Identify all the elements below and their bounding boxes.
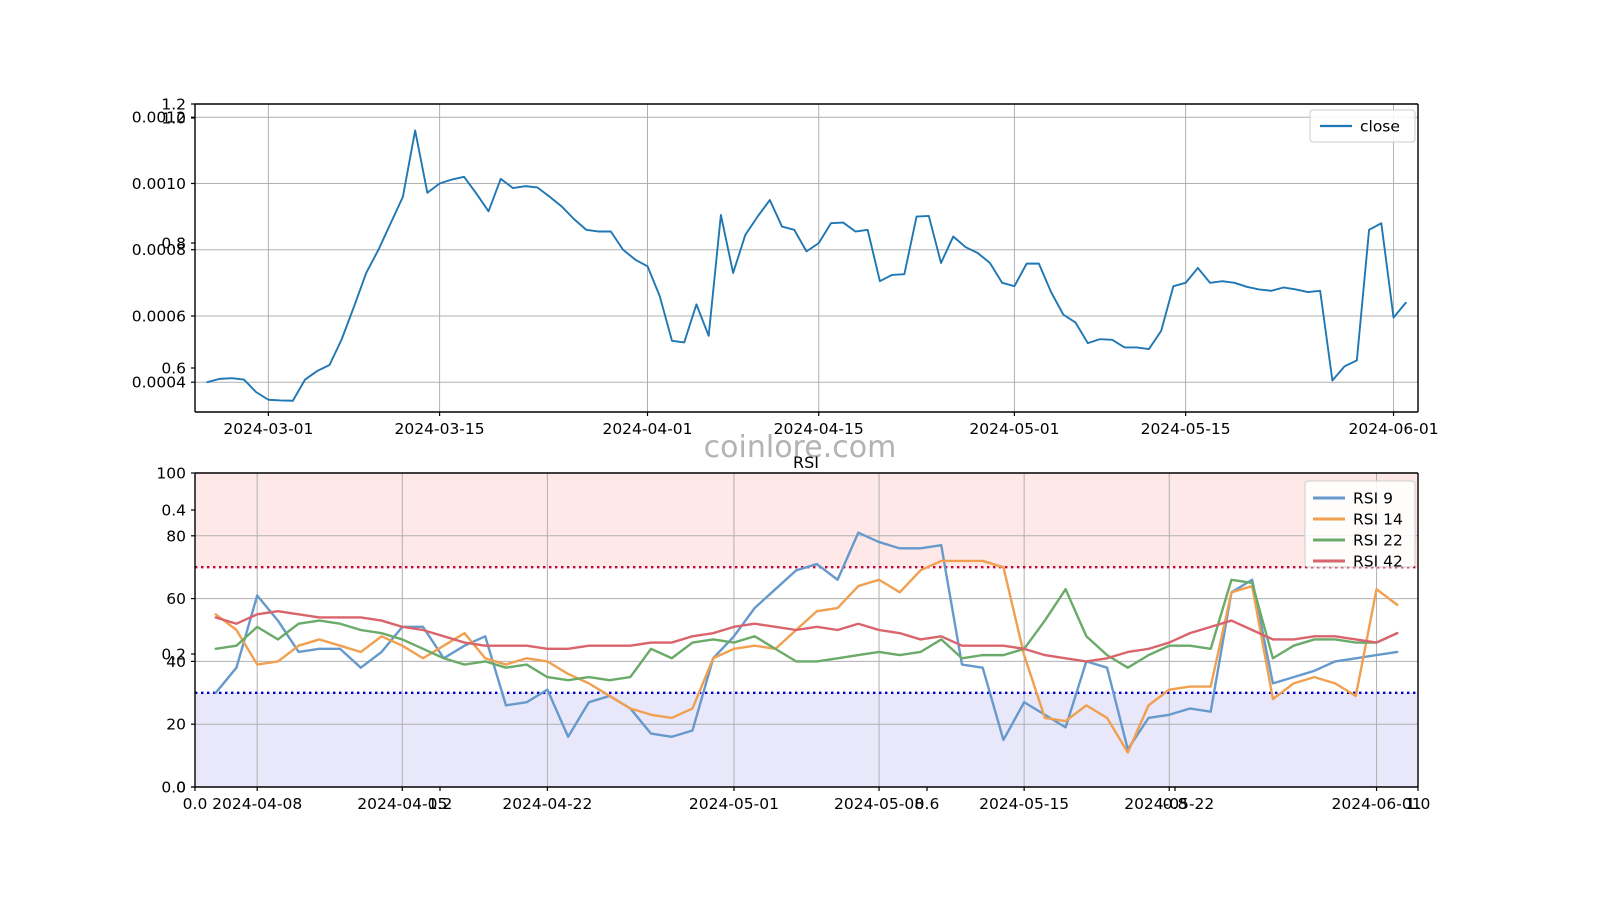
rsi-x-tick-label: 2024-05-08 (834, 795, 924, 813)
watermark-text: coinlore.com (704, 430, 897, 465)
price-x-tick-label: 2024-04-01 (602, 420, 692, 438)
rsi-x-tick-label: 2024-05-01 (689, 795, 779, 813)
rsi-series-rsi-22 (214, 578, 1399, 682)
price-x-tick-label: 2024-05-15 (1141, 420, 1231, 438)
rsi-x-tick-label: 2024-06-01 (1331, 795, 1421, 813)
rsi-x-alt-tick-label: 0.2 (428, 795, 453, 813)
rsi-x-tick-label: 2024-04-08 (212, 795, 302, 813)
rsi-x-alt-tick-label: 0.8 (1163, 795, 1188, 813)
rsi-y-tick-label: 60 (166, 590, 186, 608)
rsi-series-rsi-14 (214, 559, 1399, 754)
rsi-series-rsi-9 (214, 531, 1399, 751)
price-x-tick-label: 2024-05-01 (969, 420, 1059, 438)
price-y-tick-label: 0.0006 (132, 307, 186, 325)
rsi-legend-label: RSI 14 (1353, 511, 1403, 529)
rsi-y-alt-tick-label: 0.2 (161, 646, 186, 664)
rsi-legend-box (1304, 480, 1416, 568)
price-y-alt-tick-label: 1.2 (161, 96, 186, 114)
rsi-legend[interactable]: RSI 9 RSI 14 RSI 22 RSI 42 (1304, 480, 1416, 571)
price-y-alt-tick-label: 0.8 (161, 235, 186, 253)
rsi-y-tick-label: 100 (156, 465, 186, 483)
rsi-overbought-band (195, 473, 1418, 568)
price-y-tick-label: 0.0010 (132, 175, 186, 193)
price-panel: 0.0004 0.0006 0.0008 0.0010 0.0012 0.6 0.8 1.01… (132, 96, 1439, 439)
rsi-legend-label: RSI 9 (1353, 490, 1393, 508)
rsi-x-tick-label: 2024-05-22 (1124, 795, 1214, 813)
price-y-tick-label: 0.0008 (132, 241, 186, 259)
price-x-tick-label: 2024-04-15 (774, 420, 864, 438)
rsi-x-tick-label: 2024-04-22 (502, 795, 592, 813)
price-y-tick-label: 0.0004 (132, 374, 186, 392)
rsi-y-tick-label: 0 (176, 779, 186, 797)
rsi-y-alt-tick-label: 0.0 (161, 779, 186, 797)
rsi-panel: RSI 0 20 40 60 80 100 0.0 0.2 0.4 2024-04-08 2024-0… (156, 453, 1430, 813)
rsi-y-tick-label: 80 (166, 527, 186, 545)
rsi-x-alt-tick-label: 1.0 (1406, 795, 1431, 813)
price-y-alt-tick-label: 1.0 (161, 110, 186, 128)
rsi-title: RSI (793, 453, 819, 472)
price-y-tick-label: 0.0012 (132, 109, 186, 127)
price-legend-label: close (1360, 118, 1400, 136)
rsi-y-alt-tick-label: 0.4 (161, 502, 186, 520)
price-x-tick-label: 2024-06-01 (1348, 420, 1438, 438)
price-series-close (206, 129, 1407, 402)
rsi-x-alt-tick-label: 0.0 (183, 795, 208, 813)
rsi-y-tick-label: 20 (166, 716, 186, 734)
price-legend[interactable]: close (1309, 109, 1416, 143)
rsi-oversold-band (195, 692, 1418, 787)
price-y-alt-tick-label: 0.6 (161, 360, 186, 378)
rsi-series-rsi-42 (214, 609, 1399, 663)
rsi-legend-label: RSI 42 (1353, 553, 1403, 571)
rsi-x-alt-tick-label: 0.6 (915, 795, 940, 813)
rsi-legend-label: RSI 22 (1353, 532, 1403, 550)
rsi-y-tick-label: 40 (166, 653, 186, 671)
price-legend-box (1309, 109, 1416, 143)
rsi-x-tick-label: 2024-05-15 (979, 795, 1069, 813)
price-x-tick-label: 2024-03-01 (223, 420, 313, 438)
rsi-x-tick-label: 2024-04-15 (357, 795, 447, 813)
price-x-tick-label: 2024-03-15 (395, 420, 485, 438)
